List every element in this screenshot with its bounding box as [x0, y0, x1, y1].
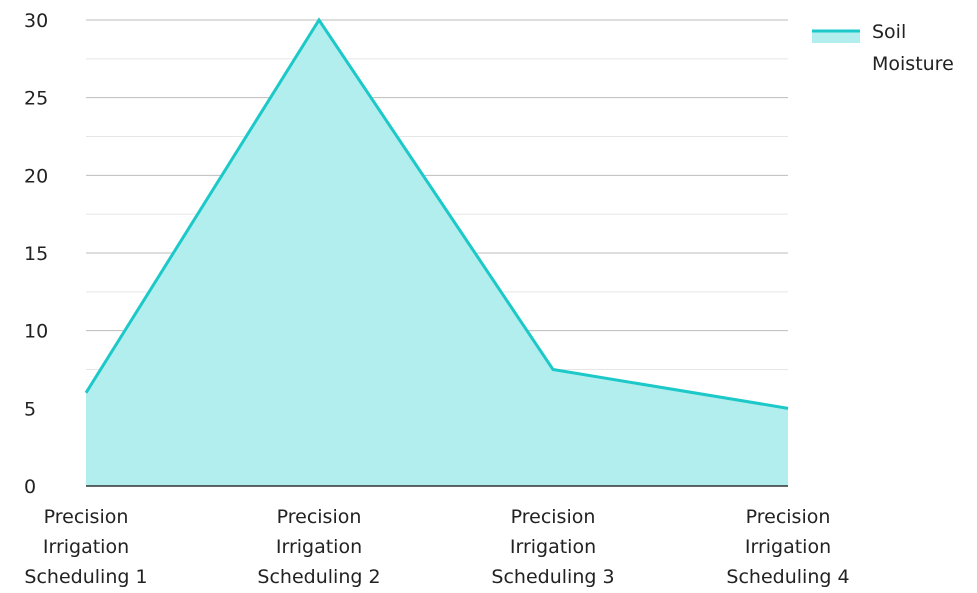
- y-axis-tick-labels: 0 5 10 15 20 25 30: [24, 10, 48, 498]
- x-category-label: Precision Irrigation Scheduling 1: [24, 506, 147, 588]
- legend: Soil Moisture: [812, 21, 954, 75]
- x-category-label: Precision Irrigation Scheduling 2: [257, 506, 380, 588]
- y-tick-label: 5: [24, 398, 36, 420]
- x-axis-category-labels: Precision Irrigation Scheduling 1 Precision…: [24, 506, 849, 588]
- x-category-label: Precision Irrigation Scheduling 4: [726, 506, 849, 588]
- legend-label-soil-moisture-line2: Moisture: [872, 53, 954, 75]
- series-area-soil-moisture: [86, 20, 788, 486]
- y-tick-label: 25: [24, 88, 48, 110]
- x-category-label: Precision Irrigation Scheduling 3: [491, 506, 614, 588]
- series-line-soil-moisture: [84, 17, 789, 410]
- y-tick-label: 0: [24, 476, 36, 498]
- y-tick-label: 15: [24, 243, 48, 265]
- y-tick-label: 30: [24, 10, 48, 32]
- y-tick-label: 10: [24, 321, 48, 343]
- y-tick-label: 20: [24, 165, 48, 187]
- legend-swatch-soil-moisture: [812, 31, 860, 43]
- legend-label-soil-moisture-line1: Soil: [872, 21, 906, 43]
